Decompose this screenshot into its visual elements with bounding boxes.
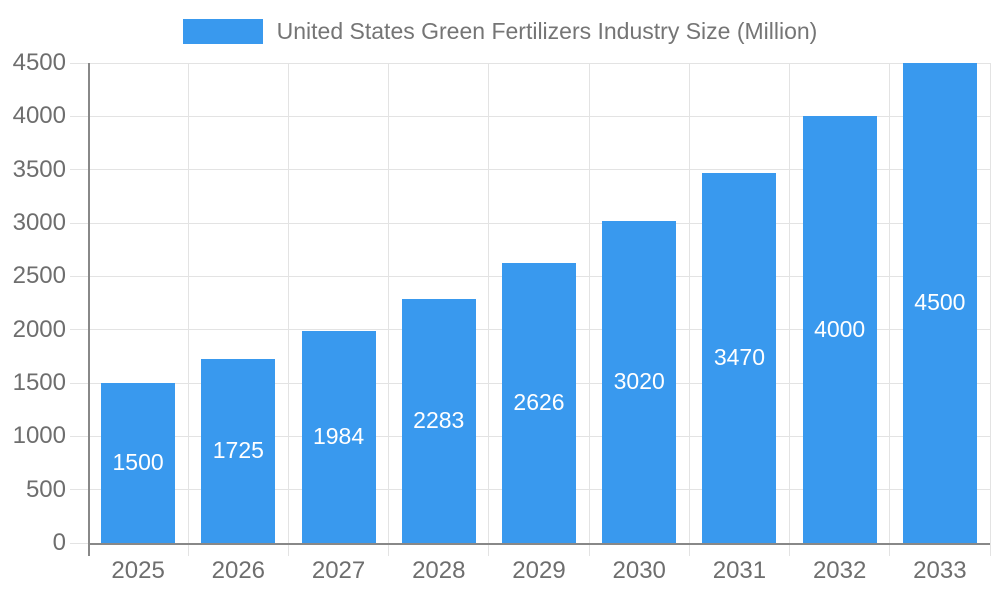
- plot-area: 1500 1725 1984 2283 2626 3020 3470 4000 4500: [70, 62, 991, 556]
- y-tick: [70, 115, 88, 117]
- x-gridline: [789, 63, 791, 543]
- x-gridline: [889, 63, 891, 543]
- x-tick: [287, 543, 289, 556]
- x-tick: [187, 543, 189, 556]
- bar: 2626: [502, 262, 576, 543]
- bar: 1725: [201, 359, 276, 543]
- x-gridline: [688, 63, 690, 543]
- y-axis-tick-label: 4500: [12, 49, 66, 76]
- bar: 2283: [401, 299, 476, 543]
- y-axis-tick-label: 2500: [12, 262, 66, 290]
- y-axis-tick-label: 3000: [12, 209, 66, 236]
- x-axis-tick-label: 2028: [412, 557, 466, 584]
- bar: 3470: [702, 172, 777, 543]
- legend: United States Green Fertilizers Industry…: [0, 17, 1000, 45]
- bar: 4000: [802, 116, 877, 543]
- y-axis-tick-label: 500: [25, 475, 66, 503]
- legend-swatch: [182, 18, 263, 44]
- bar: 1984: [301, 331, 376, 543]
- bar-value-label: 1984: [312, 423, 365, 450]
- bar: 4500: [902, 63, 977, 543]
- y-gridline: [88, 169, 990, 171]
- x-gridline: [488, 63, 490, 543]
- x-axis-tick-label: 2027: [311, 557, 366, 584]
- x-gridline: [388, 63, 390, 543]
- y-axis-tick-label: 0: [52, 529, 66, 556]
- y-axis-tick-label: 4000: [12, 102, 66, 130]
- x-tick: [989, 543, 991, 556]
- x-axis-line: [88, 543, 990, 545]
- y-tick: [70, 169, 88, 171]
- x-gridline: [989, 63, 991, 543]
- x-gridline: [187, 63, 189, 543]
- y-tick: [70, 329, 88, 331]
- y-tick: [70, 489, 88, 491]
- chart-title: United States Green Fertilizers Industry…: [276, 18, 818, 44]
- x-tick: [789, 543, 791, 556]
- y-axis-tick-label: 3500: [12, 155, 66, 183]
- y-gridline: [88, 222, 990, 224]
- bar-value-label: 2283: [413, 407, 465, 434]
- y-gridline: [88, 62, 990, 64]
- bar-value-label: 4000: [814, 315, 866, 342]
- bar: 1500: [101, 383, 176, 543]
- y-tick: [70, 62, 88, 64]
- bar-value-label: 3020: [613, 367, 665, 394]
- y-axis-tick-label: 2000: [12, 315, 66, 343]
- bar-value-label: 1725: [212, 437, 264, 463]
- x-tick: [889, 543, 891, 556]
- x-axis-tick-label: 2029: [512, 557, 566, 584]
- x-axis-tick-label: 2030: [612, 557, 666, 584]
- x-tick: [588, 543, 590, 556]
- y-tick: [70, 275, 88, 277]
- y-tick: [70, 542, 88, 544]
- x-gridline: [287, 63, 289, 543]
- y-gridline: [88, 115, 990, 117]
- bar-value-label: 4500: [914, 289, 966, 315]
- x-axis-tick-label: 2025: [111, 557, 165, 584]
- x-axis-tick-label: 2026: [211, 557, 266, 584]
- bar-value-label: 1500: [112, 449, 164, 475]
- bar-value-label: 2626: [513, 388, 565, 415]
- x-tick: [388, 543, 390, 556]
- x-tick: [688, 543, 690, 556]
- y-axis-tick-label: 1500: [12, 369, 66, 396]
- y-tick: [70, 382, 88, 384]
- y-tick: [70, 222, 88, 224]
- y-tick: [70, 435, 88, 437]
- x-axis-tick-label: 2032: [812, 557, 867, 584]
- x-gridline: [588, 63, 590, 543]
- x-tick: [488, 543, 490, 556]
- x-axis-tick-label: 2033: [913, 557, 967, 584]
- bar: 3020: [602, 220, 677, 543]
- y-axis-tick-label: 1000: [12, 422, 66, 450]
- x-axis-tick-label: 2031: [712, 557, 767, 584]
- bar-value-label: 3470: [713, 343, 766, 370]
- y-axis-line: [88, 63, 90, 556]
